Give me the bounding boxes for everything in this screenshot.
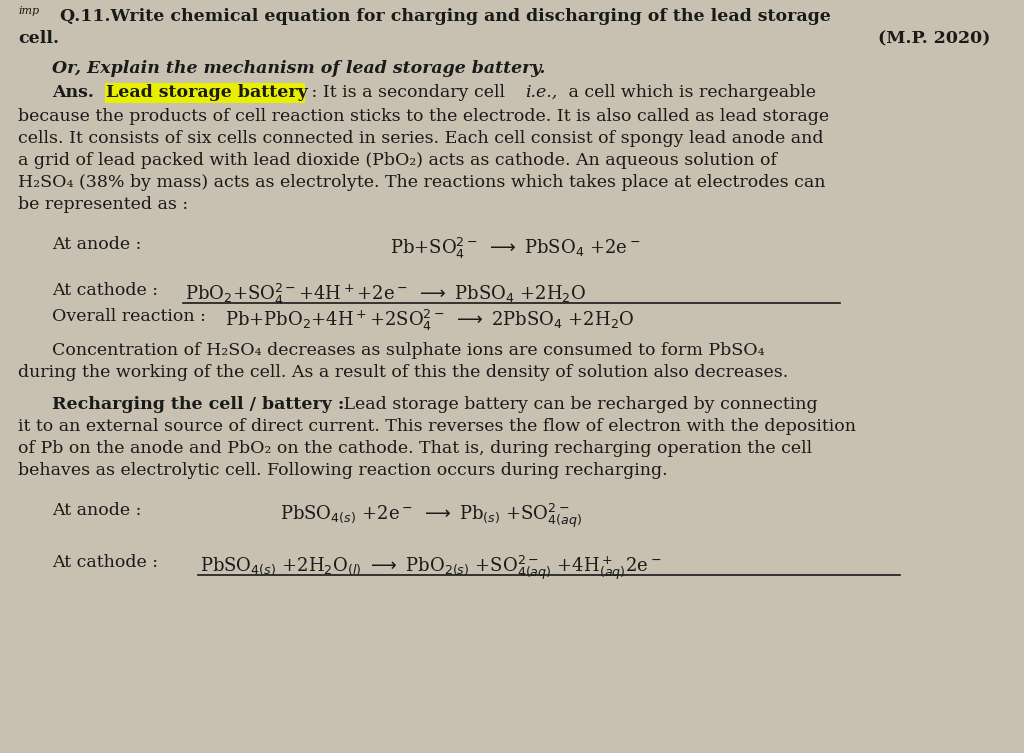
Text: : It is a secondary cell: : It is a secondary cell xyxy=(306,84,511,101)
Text: PbSO$_{4(s)}$ +2H$_2$O$_{(l)}$ $\longrightarrow$ PbO$_{2(s)}$ +SO$_{4(aq)}^{2-}$: PbSO$_{4(s)}$ +2H$_2$O$_{(l)}$ $\longrig… xyxy=(200,554,662,582)
Text: cell.: cell. xyxy=(18,30,59,47)
Text: Recharging the cell / battery :: Recharging the cell / battery : xyxy=(52,396,344,413)
Text: i.e.,: i.e., xyxy=(525,84,557,101)
Text: At anode :: At anode : xyxy=(52,236,141,253)
Text: a cell which is rechargeable: a cell which is rechargeable xyxy=(563,84,816,101)
Text: At anode :: At anode : xyxy=(52,502,141,519)
Text: of Pb on the anode and PbO₂ on the cathode. That is, during recharging operation: of Pb on the anode and PbO₂ on the catho… xyxy=(18,440,812,457)
Text: behaves as electrolytic cell. Following reaction occurs during recharging.: behaves as electrolytic cell. Following … xyxy=(18,462,668,479)
Text: Ans.: Ans. xyxy=(52,84,100,101)
Text: imp: imp xyxy=(18,6,39,16)
Text: be represented as :: be represented as : xyxy=(18,196,188,213)
Text: Pb+PbO$_2$+4H$^+$+2SO$_4^{2-}$ $\longrightarrow$ 2PbSO$_4$ +2H$_2$O: Pb+PbO$_2$+4H$^+$+2SO$_4^{2-}$ $\longrig… xyxy=(225,308,635,333)
Text: it to an external source of direct current. This reverses the flow of electron w: it to an external source of direct curre… xyxy=(18,418,856,435)
Text: Q.11.Write chemical equation for charging and discharging of the lead storage: Q.11.Write chemical equation for chargin… xyxy=(60,8,830,25)
Text: because the products of cell reaction sticks to the electrode. It is also called: because the products of cell reaction st… xyxy=(18,108,829,125)
Text: Pb+SO$_4^{2-}$ $\longrightarrow$ PbSO$_4$ +2e$^-$: Pb+SO$_4^{2-}$ $\longrightarrow$ PbSO$_4… xyxy=(390,236,640,261)
Text: PbSO$_{4(s)}$ +2e$^-$ $\longrightarrow$ Pb$_{(s)}$ +SO$_{4(aq)}^{2-}$: PbSO$_{4(s)}$ +2e$^-$ $\longrightarrow$ … xyxy=(280,502,583,530)
Text: Concentration of H₂SO₄ decreases as sulphate ions are consumed to form PbSO₄: Concentration of H₂SO₄ decreases as sulp… xyxy=(52,342,765,359)
Text: Lead storage battery: Lead storage battery xyxy=(106,84,308,101)
Text: Lead storage battery can be recharged by connecting: Lead storage battery can be recharged by… xyxy=(338,396,817,413)
Text: cells. It consists of six cells connected in series. Each cell consist of spongy: cells. It consists of six cells connecte… xyxy=(18,130,823,147)
Text: during the working of the cell. As a result of this the density of solution also: during the working of the cell. As a res… xyxy=(18,364,788,381)
Bar xyxy=(105,83,305,103)
Text: a grid of lead packed with lead dioxide (PbO₂) acts as cathode. An aqueous solut: a grid of lead packed with lead dioxide … xyxy=(18,152,777,169)
Text: PbO$_2$+SO$_4^{2-}$+4H$^+$+2e$^-$ $\longrightarrow$ PbSO$_4$ +2H$_2$O: PbO$_2$+SO$_4^{2-}$+4H$^+$+2e$^-$ $\long… xyxy=(185,282,586,307)
Text: Overall reaction :: Overall reaction : xyxy=(52,308,206,325)
Text: H₂SO₄ (38% by mass) acts as electrolyte. The reactions which takes place at elec: H₂SO₄ (38% by mass) acts as electrolyte.… xyxy=(18,174,825,191)
Text: At cathode :: At cathode : xyxy=(52,554,158,571)
Text: (M.P. 2020): (M.P. 2020) xyxy=(878,30,990,47)
Text: At cathode :: At cathode : xyxy=(52,282,158,299)
Text: Or, Explain the mechanism of lead storage battery.: Or, Explain the mechanism of lead storag… xyxy=(52,60,546,77)
